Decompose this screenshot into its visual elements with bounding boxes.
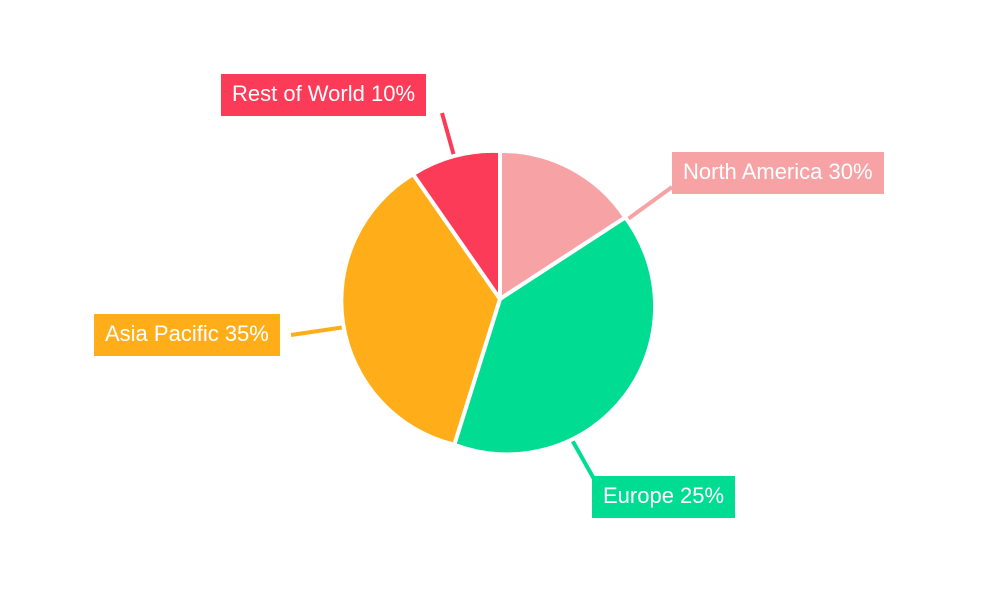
pie-wedge-north-america[interactable] — [498, 148, 628, 301]
pie-slice-label-asia-pacific[interactable]: Asia Pacific 35% — [94, 314, 280, 356]
pie-slice-label-europe[interactable]: Europe 25% — [592, 476, 736, 518]
pie-wedge-rest-of-world[interactable] — [411, 148, 502, 301]
pie-wedge-europe[interactable] — [452, 215, 658, 457]
pie-slice-label-rest-of-world[interactable]: Rest of World 10% — [221, 74, 427, 116]
pie-slice-label-north-america[interactable]: North America 30% — [672, 152, 884, 194]
leader-line-north-america — [626, 185, 674, 221]
pie-wedge-asia-pacific[interactable] — [339, 172, 502, 447]
pie-wedges-group — [339, 148, 658, 457]
